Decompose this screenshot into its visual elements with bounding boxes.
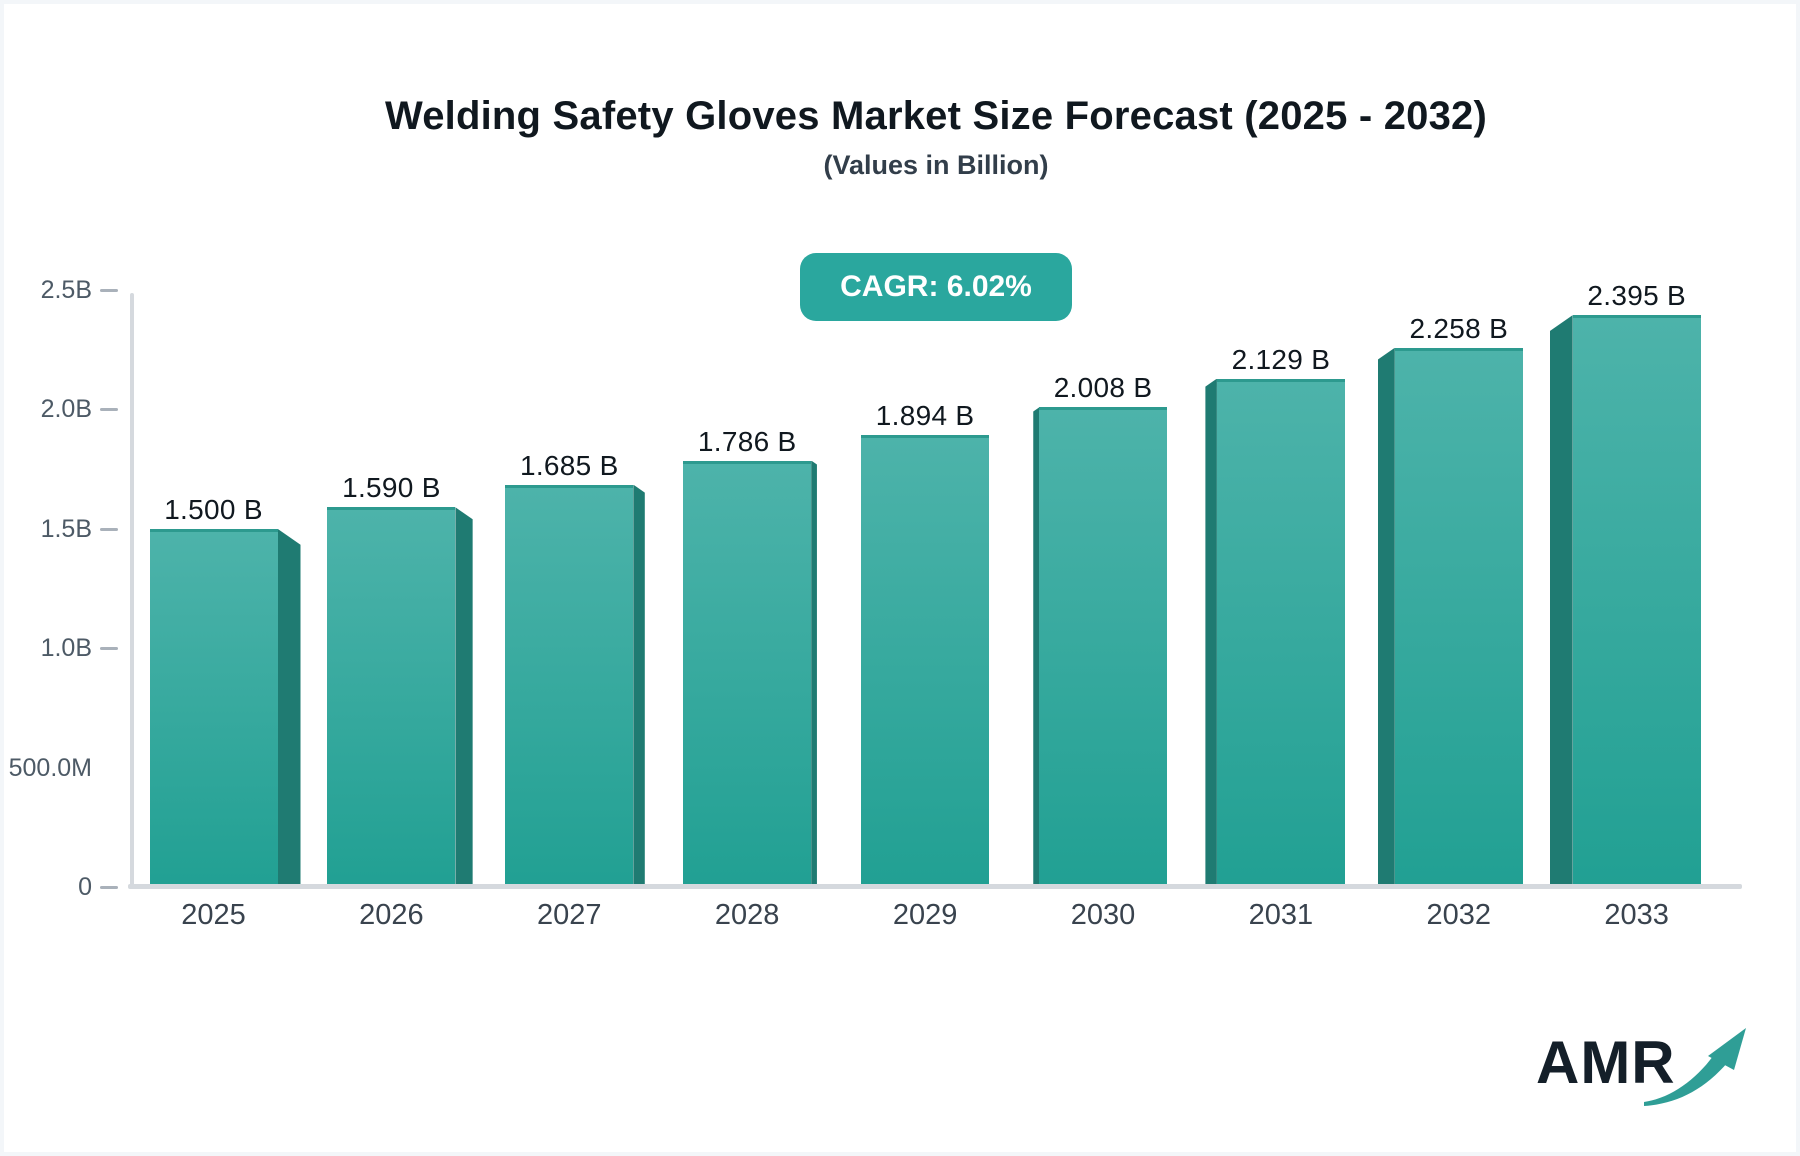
bar-value-label: 1.894 B xyxy=(875,399,975,431)
bar-side-face xyxy=(1377,347,1395,887)
bar-value-label: 2.258 B xyxy=(1409,312,1509,344)
bar-value-label: 1.786 B xyxy=(697,425,797,457)
bar-value-label: 2.395 B xyxy=(1587,280,1686,312)
x-axis-line xyxy=(128,884,1742,889)
y-axis-tick-label: 2.5B xyxy=(40,276,92,304)
x-axis-label: 2027 xyxy=(537,899,602,931)
bar xyxy=(861,434,990,887)
bar xyxy=(1572,315,1701,887)
y-axis-tick-label: 500.0M xyxy=(8,753,92,782)
bar-value-label: 2.008 B xyxy=(1053,372,1153,404)
bar-value-label: 1.685 B xyxy=(519,449,619,481)
bar xyxy=(1394,347,1523,887)
x-axis-label: 2026 xyxy=(359,899,424,931)
bar-side-face xyxy=(1205,378,1217,887)
bar xyxy=(1039,407,1167,887)
y-axis-tick-dash xyxy=(100,527,118,531)
bar-side-face xyxy=(1549,315,1573,887)
y-axis-line xyxy=(130,293,134,887)
growth-arrow-icon xyxy=(1644,1028,1746,1106)
x-axis-label: 2031 xyxy=(1248,899,1314,931)
chart-subtitle: (Values in Billion) xyxy=(823,150,1049,180)
x-axis-label: 2030 xyxy=(1070,899,1136,931)
x-axis-label: 2028 xyxy=(714,899,780,931)
amr-logo: AMR xyxy=(1530,1018,1760,1128)
x-axis-label: 2025 xyxy=(181,899,246,931)
amr-logo-text: AMR xyxy=(1536,1029,1676,1096)
bar-side-face xyxy=(1033,407,1039,887)
y-axis-tick-label: 0 xyxy=(78,873,92,901)
bar xyxy=(1216,378,1345,887)
bar-value-label: 1.500 B xyxy=(164,493,263,525)
x-axis-label: 2029 xyxy=(892,899,958,931)
bar xyxy=(683,460,812,887)
bar-value-label: 1.590 B xyxy=(342,472,441,504)
bar-side-face xyxy=(633,484,645,887)
bar-side-face xyxy=(811,460,817,887)
y-axis-tick-label: 1.5B xyxy=(40,514,92,543)
bar-value-label: 2.129 B xyxy=(1231,343,1331,375)
y-axis-tick-label: 2.0B xyxy=(40,395,92,424)
y-axis-tick-dash xyxy=(100,289,118,292)
bar-side-face xyxy=(277,528,301,887)
y-axis-tick-dash xyxy=(100,647,118,651)
bar xyxy=(505,484,634,887)
y-axis-tick-dash xyxy=(100,886,118,889)
bar xyxy=(149,528,278,887)
bar xyxy=(327,507,456,887)
bar-side-face xyxy=(455,507,473,887)
chart-title: Welding Safety Gloves Market Size Foreca… xyxy=(384,94,1488,138)
y-axis-tick-dash xyxy=(100,408,118,412)
x-axis-label: 2032 xyxy=(1426,899,1492,931)
cagr-badge: CAGR: 6.02% xyxy=(800,253,1072,321)
x-axis-label: 2033 xyxy=(1604,899,1669,931)
y-axis-tick-label: 1.0B xyxy=(40,634,92,663)
